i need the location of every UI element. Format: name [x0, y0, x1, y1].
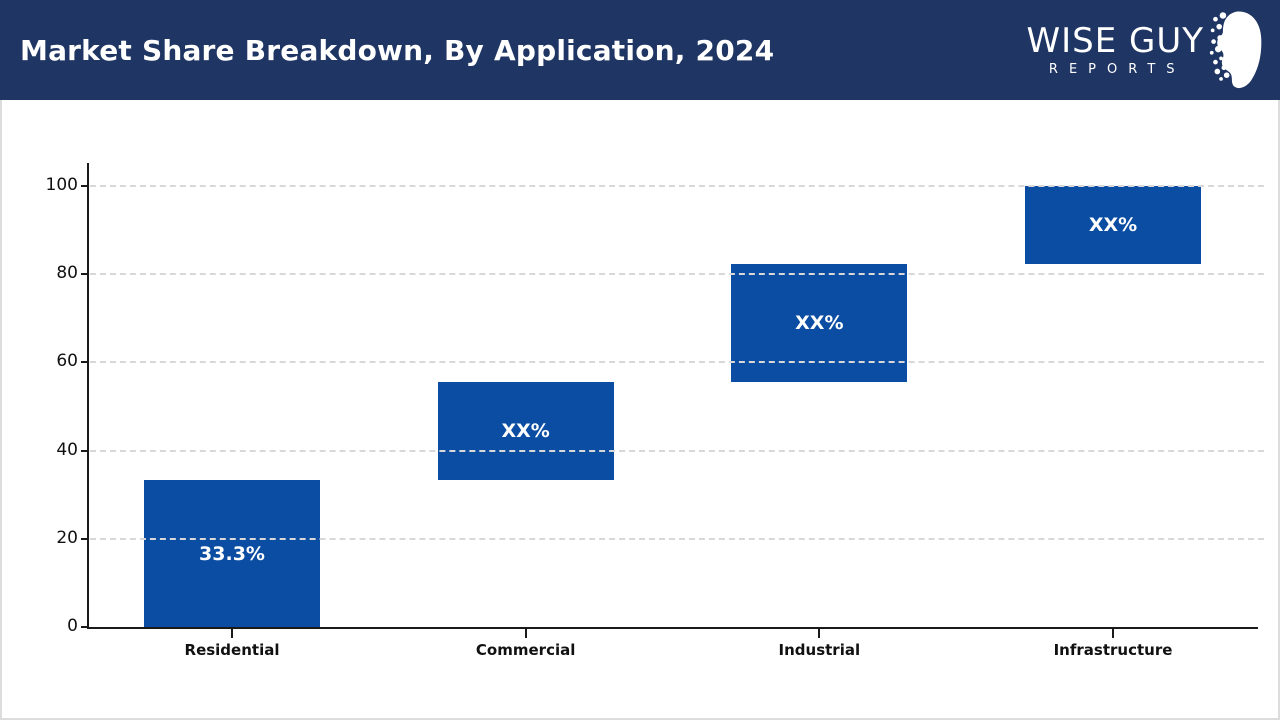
y-tick-label-60: 60 [56, 351, 78, 372]
brand-head-icon [1209, 11, 1262, 89]
y-tick-label-20: 20 [56, 527, 78, 548]
chart-area: 0 20 40 60 80 100 33.3% Residential XX% Commercia… [0, 100, 1280, 720]
x-category-label-infrastructure: Infrastructure [1053, 641, 1173, 659]
bar-value-label-industrial: XX% [795, 312, 844, 335]
header-banner: Market Share Breakdown, By Application, … [0, 0, 1280, 100]
bar-value-label-residential: 33.3% [199, 542, 265, 565]
bar-value-label-infrastructure: XX% [1088, 214, 1138, 237]
brand-name: WISE GUY [1026, 20, 1204, 61]
y-tick-label-0: 0 [67, 616, 78, 636]
gridline-40 [90, 449, 1264, 452]
y-tick-100 [81, 185, 89, 187]
bar-industrial: XX% [731, 264, 908, 383]
brand-subname: REPORTS [1048, 61, 1186, 77]
x-tick-commercial [524, 629, 527, 638]
bar-infrastructure: XX% [1025, 186, 1201, 265]
y-tick-label-80: 80 [56, 263, 78, 284]
gridline-20 [90, 537, 1264, 540]
y-tick-60 [81, 361, 89, 364]
bar-commercial: XX% [437, 382, 614, 481]
y-tick-20 [81, 537, 89, 540]
x-category-label-commercial: Commercial [475, 641, 576, 659]
gridline-80 [90, 273, 1264, 276]
gridline-60 [90, 361, 1264, 364]
y-tick-80 [81, 273, 89, 276]
bar-residential: 33.3% [144, 480, 320, 627]
y-tick-40 [81, 449, 89, 452]
bar-value-label-commercial: XX% [501, 420, 550, 443]
x-category-label-industrial: Industrial [778, 641, 861, 659]
x-tick-industrial [818, 629, 821, 638]
y-axis-line [87, 163, 89, 629]
x-tick-residential [231, 629, 233, 638]
y-tick-0 [81, 626, 89, 628]
brand-logo-text: WISE GUY REPORTS [1026, 24, 1204, 77]
x-tick-infrastructure [1112, 629, 1114, 638]
x-category-label-residential: Residential [184, 641, 280, 659]
y-tick-label-100: 100 [45, 175, 78, 195]
chart-title: Market Share Breakdown, By Application, … [20, 33, 775, 67]
brand-logo: WISE GUY REPORTS [1026, 6, 1266, 94]
y-tick-label-40: 40 [56, 439, 78, 460]
x-axis-line [87, 627, 1258, 629]
gridline-100 [90, 185, 1264, 187]
